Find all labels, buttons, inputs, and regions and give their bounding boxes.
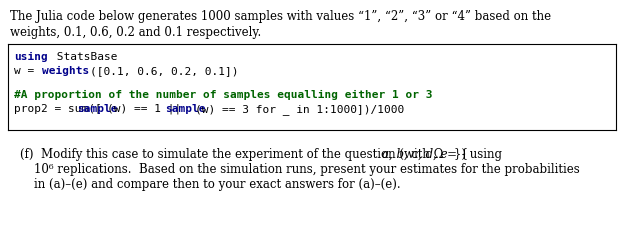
Text: StatsBase: StatsBase [50, 52, 117, 62]
Text: w =: w = [14, 66, 41, 76]
Text: a, b, c, d, e: a, b, c, d, e [382, 148, 447, 161]
Text: weights, 0.1, 0.6, 0.2 and 0.1 respectively.: weights, 0.1, 0.6, 0.2 and 0.1 respectiv… [10, 26, 261, 39]
Text: using: using [14, 52, 48, 62]
Text: (w) == 3 for _ in 1:1000])/1000: (w) == 3 for _ in 1:1000])/1000 [195, 104, 404, 115]
Text: in (a)–(e) and compare then to your exact answers for (a)–(e).: in (a)–(e) and compare then to your exac… [34, 178, 401, 191]
Text: #A proportion of the number of samples equalling either 1 or 3: #A proportion of the number of samples e… [14, 90, 432, 100]
Text: weights: weights [42, 66, 89, 76]
Text: 10⁶ replications.  Based on the simulation runs, present your estimates for the : 10⁶ replications. Based on the simulatio… [34, 163, 580, 176]
Text: prop2 = sum([: prop2 = sum([ [14, 104, 102, 114]
Text: sample: sample [165, 104, 206, 114]
Text: (w) == 1 ||: (w) == 1 || [107, 104, 188, 114]
Text: }) using: }) using [454, 148, 502, 161]
Text: sample: sample [77, 104, 118, 114]
Text: The Julia code below generates 1000 samples with values “1”, “2”, “3” or “4” bas: The Julia code below generates 1000 samp… [10, 10, 551, 23]
Text: (f)  Modify this case to simulate the experiment of the question (with Ω = {: (f) Modify this case to simulate the exp… [20, 148, 468, 161]
Text: ([0.1, 0.6, 0.2, 0.1]): ([0.1, 0.6, 0.2, 0.1]) [90, 66, 238, 76]
